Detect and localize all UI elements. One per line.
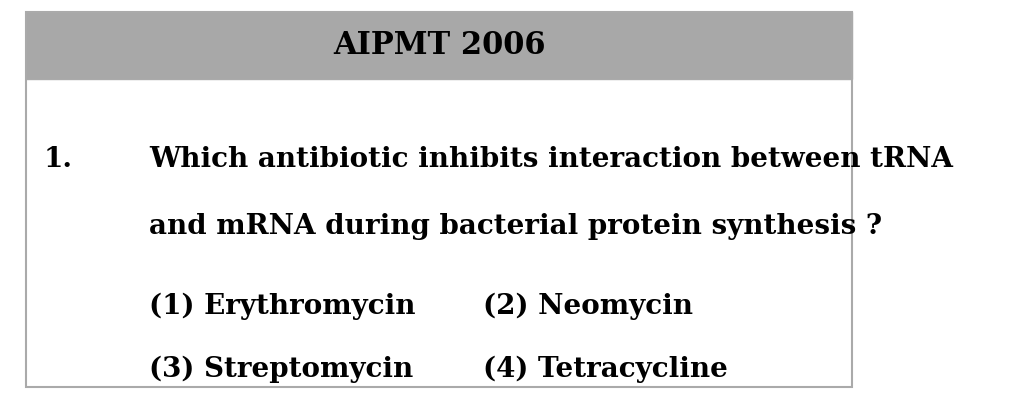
Text: AIPMT 2006: AIPMT 2006 xyxy=(333,30,546,61)
Text: (2) Neomycin: (2) Neomycin xyxy=(483,292,693,320)
Text: (3) Streptomycin: (3) Streptomycin xyxy=(150,356,414,383)
FancyBboxPatch shape xyxy=(27,12,852,79)
Text: 1.: 1. xyxy=(44,146,73,173)
Text: (4) Tetracycline: (4) Tetracycline xyxy=(483,356,728,383)
Text: and mRNA during bacterial protein synthesis ?: and mRNA during bacterial protein synthe… xyxy=(150,213,883,240)
Text: Which antibiotic inhibits interaction between tRNA: Which antibiotic inhibits interaction be… xyxy=(150,146,953,173)
Text: (1) Erythromycin: (1) Erythromycin xyxy=(150,292,416,320)
